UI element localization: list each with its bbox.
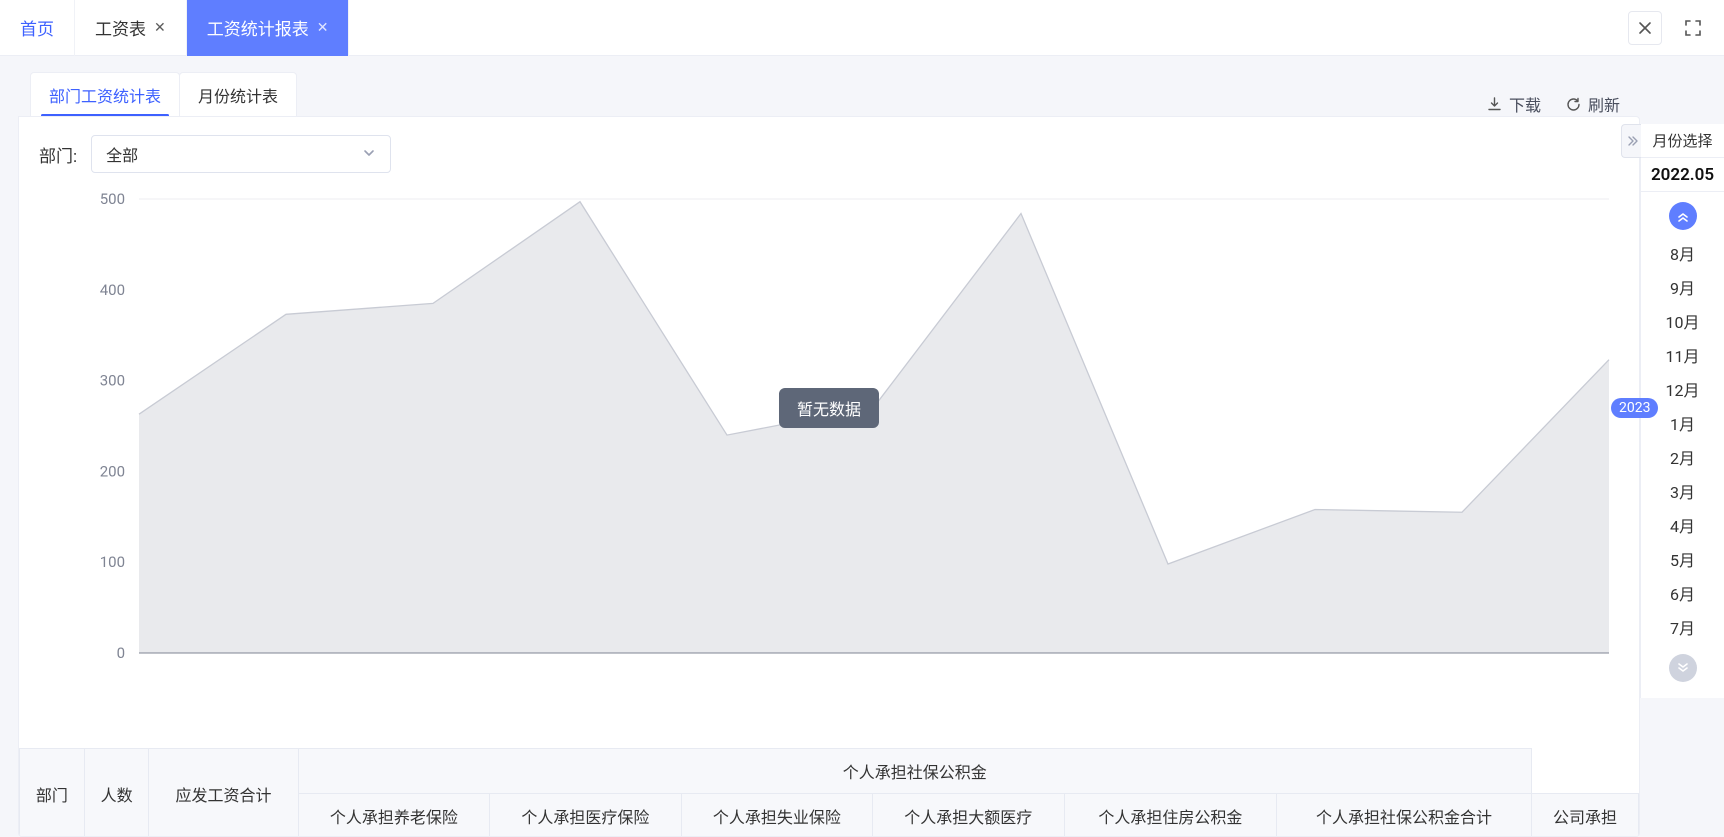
svg-text:500: 500 — [100, 190, 125, 208]
tab-salary-report-label: 工资统计报表 — [207, 15, 309, 40]
download-button[interactable]: 下载 — [1486, 92, 1541, 116]
close-icon[interactable]: ✕ — [317, 20, 329, 36]
dept-select-value: 全部 — [106, 142, 138, 166]
table-subheader-cell: 个人承担大额医疗 — [873, 794, 1064, 837]
close-all-tabs-button[interactable] — [1628, 11, 1662, 45]
x-icon — [1637, 20, 1653, 36]
month-option[interactable]: 7月 — [1641, 610, 1724, 644]
year-badge: 2023 — [1611, 398, 1658, 418]
chevron-down-double-icon — [1676, 661, 1690, 675]
month-option[interactable]: 9月 — [1641, 270, 1724, 304]
table-subheader-cell: 个人承担医疗保险 — [490, 794, 681, 837]
chevron-right-double-icon — [1626, 135, 1638, 147]
svg-text:0: 0 — [117, 644, 125, 662]
dept-filter-label: 部门: — [39, 142, 77, 167]
top-tab-bar: 首页 工资表 ✕ 工资统计报表 ✕ — [0, 0, 1724, 56]
tab-salary-sheet-label: 工资表 — [95, 15, 146, 40]
subtab-dept-stats-label: 部门工资统计表 — [49, 83, 161, 107]
area-chart: 0 100 200 300 400 500 — [39, 183, 1619, 683]
scroll-down-button[interactable] — [1669, 654, 1697, 682]
chevron-up-double-icon — [1676, 209, 1690, 223]
table-header-cell: 应发工资合计 — [149, 749, 298, 837]
subtab-dept-stats[interactable]: 部门工资统计表 — [30, 72, 180, 116]
month-selector-panel: 月份选择 2022.05 8月9月10月11月12月1月20232月3月4月5月… — [1640, 124, 1724, 698]
refresh-label: 刷新 — [1588, 92, 1620, 116]
month-option[interactable]: 3月 — [1641, 474, 1724, 508]
svg-text:300: 300 — [100, 372, 125, 390]
tab-salary-report[interactable]: 工资统计报表 ✕ — [187, 0, 350, 56]
download-label: 下载 — [1509, 92, 1541, 116]
table-subheader-cell: 个人承担养老保险 — [298, 794, 489, 837]
table-header-cell: 人数 — [84, 749, 149, 837]
tab-home-label: 首页 — [20, 15, 54, 40]
tab-salary-sheet[interactable]: 工资表 ✕ — [75, 0, 187, 56]
subtab-tools: 下载 刷新 — [1486, 92, 1640, 116]
svg-text:100: 100 — [100, 553, 125, 571]
month-option[interactable]: 4月 — [1641, 508, 1724, 542]
filter-row: 部门: 全部 — [39, 135, 1619, 173]
stats-table-wrap: 部门人数应发工资合计个人承担社保公积金个人承担养老保险个人承担医疗保险个人承担失… — [19, 748, 1639, 836]
table-subheader-cell: 个人承担住房公积金 — [1064, 794, 1277, 837]
month-option[interactable]: 11月 — [1641, 338, 1724, 372]
fullscreen-icon — [1684, 19, 1702, 37]
months-list: 8月9月10月11月12月1月20232月3月4月5月6月7月 — [1641, 236, 1724, 644]
subtab-month-stats-label: 月份统计表 — [198, 83, 278, 107]
table-subheader-cell: 个人承担社保公积金合计 — [1277, 794, 1532, 837]
month-option[interactable]: 1月2023 — [1641, 406, 1724, 440]
svg-text:200: 200 — [100, 462, 125, 480]
content-panel: 部门: 全部 0100200300400500 暂无数据 部门人数应发工资合计个… — [18, 116, 1640, 837]
subtab-month-stats[interactable]: 月份统计表 — [179, 72, 297, 116]
table-subheader-cell: 公司承担 — [1531, 794, 1638, 837]
stats-table: 部门人数应发工资合计个人承担社保公积金个人承担养老保险个人承担医疗保险个人承担失… — [19, 748, 1639, 836]
table-subheader-cell: 个人承担失业保险 — [681, 794, 872, 837]
chevron-down-icon — [362, 145, 376, 164]
download-icon — [1486, 96, 1503, 113]
collapse-month-panel-button[interactable] — [1621, 124, 1641, 158]
month-selector-value: 2022.05 — [1641, 158, 1724, 192]
dept-select[interactable]: 全部 — [91, 135, 391, 173]
month-option[interactable]: 6月 — [1641, 576, 1724, 610]
top-right-controls — [1628, 11, 1724, 45]
month-option[interactable]: 5月 — [1641, 542, 1724, 576]
fullscreen-button[interactable] — [1676, 11, 1710, 45]
refresh-button[interactable]: 刷新 — [1565, 92, 1620, 116]
scroll-up-button[interactable] — [1669, 202, 1697, 230]
table-header-group-cell: 个人承担社保公积金 — [298, 749, 1531, 794]
month-option[interactable]: 10月 — [1641, 304, 1724, 338]
nodata-badge: 暂无数据 — [779, 388, 879, 428]
close-icon[interactable]: ✕ — [154, 20, 166, 36]
month-option[interactable]: 8月 — [1641, 236, 1724, 270]
chart-area: 0 100 200 300 400 500 暂无数据 — [39, 183, 1619, 683]
tab-home[interactable]: 首页 — [0, 0, 75, 56]
table-header-cell: 部门 — [20, 749, 85, 837]
svg-text:400: 400 — [100, 281, 125, 299]
refresh-icon — [1565, 96, 1582, 113]
month-selector-title: 月份选择 — [1641, 124, 1724, 158]
month-option[interactable]: 2月 — [1641, 440, 1724, 474]
sub-tab-bar: 部门工资统计表 月份统计表 下载 刷新 — [18, 68, 1640, 116]
